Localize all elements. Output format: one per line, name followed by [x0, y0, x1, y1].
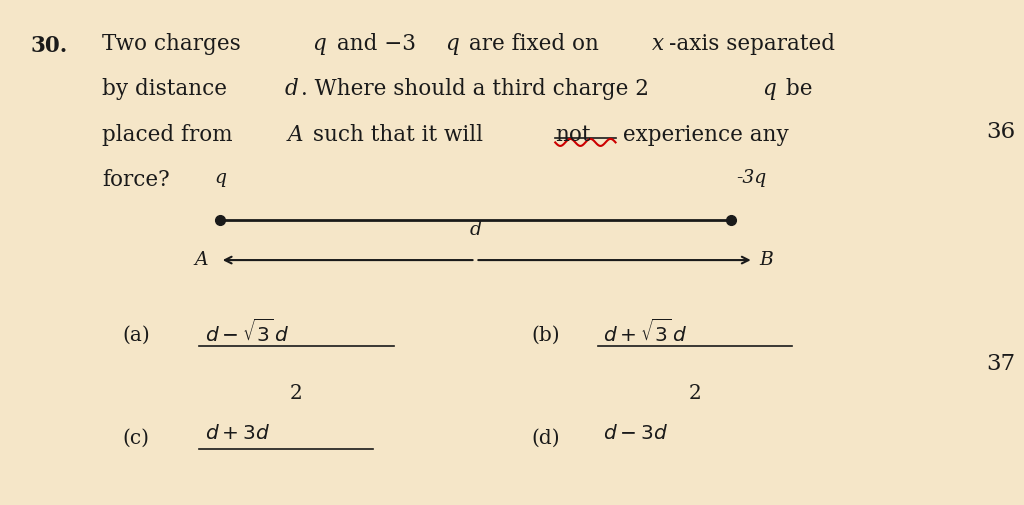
- Text: 2: 2: [689, 384, 701, 403]
- Text: q: q: [215, 169, 226, 187]
- Text: and −3: and −3: [331, 33, 417, 55]
- Text: x: x: [652, 33, 665, 55]
- Text: (c): (c): [123, 429, 150, 448]
- Text: $d-\sqrt{3}\,d$: $d-\sqrt{3}\,d$: [205, 318, 290, 345]
- Text: such that it will: such that it will: [306, 124, 489, 146]
- Text: A: A: [288, 124, 303, 146]
- Text: d: d: [285, 78, 298, 100]
- Text: not: not: [555, 124, 591, 146]
- Text: A: A: [195, 251, 208, 269]
- Text: -axis separated: -axis separated: [669, 33, 835, 55]
- Text: by distance: by distance: [102, 78, 234, 100]
- Text: be: be: [779, 78, 813, 100]
- Text: placed from: placed from: [102, 124, 240, 146]
- Text: $d+3d$: $d+3d$: [205, 424, 269, 443]
- Text: 37: 37: [987, 354, 1016, 376]
- Text: experience any: experience any: [615, 124, 788, 146]
- Text: 36: 36: [987, 121, 1016, 143]
- Text: . Where should a third charge 2: . Where should a third charge 2: [301, 78, 648, 100]
- Text: $d+\sqrt{3}\,d$: $d+\sqrt{3}\,d$: [603, 318, 688, 345]
- Text: -3q: -3q: [736, 169, 767, 187]
- Text: (d): (d): [531, 429, 560, 448]
- Text: q: q: [762, 78, 775, 100]
- Text: Two charges: Two charges: [102, 33, 248, 55]
- Text: (b): (b): [531, 326, 560, 345]
- Text: 30.: 30.: [31, 35, 68, 58]
- Text: q: q: [312, 33, 326, 55]
- Text: q: q: [444, 33, 459, 55]
- Text: B: B: [760, 251, 773, 269]
- Text: are fixed on: are fixed on: [462, 33, 606, 55]
- Text: force?: force?: [102, 169, 170, 191]
- Text: d: d: [469, 221, 481, 239]
- Text: 2: 2: [290, 384, 303, 403]
- Text: $d-3d$: $d-3d$: [603, 424, 669, 443]
- Text: (a): (a): [123, 326, 151, 345]
